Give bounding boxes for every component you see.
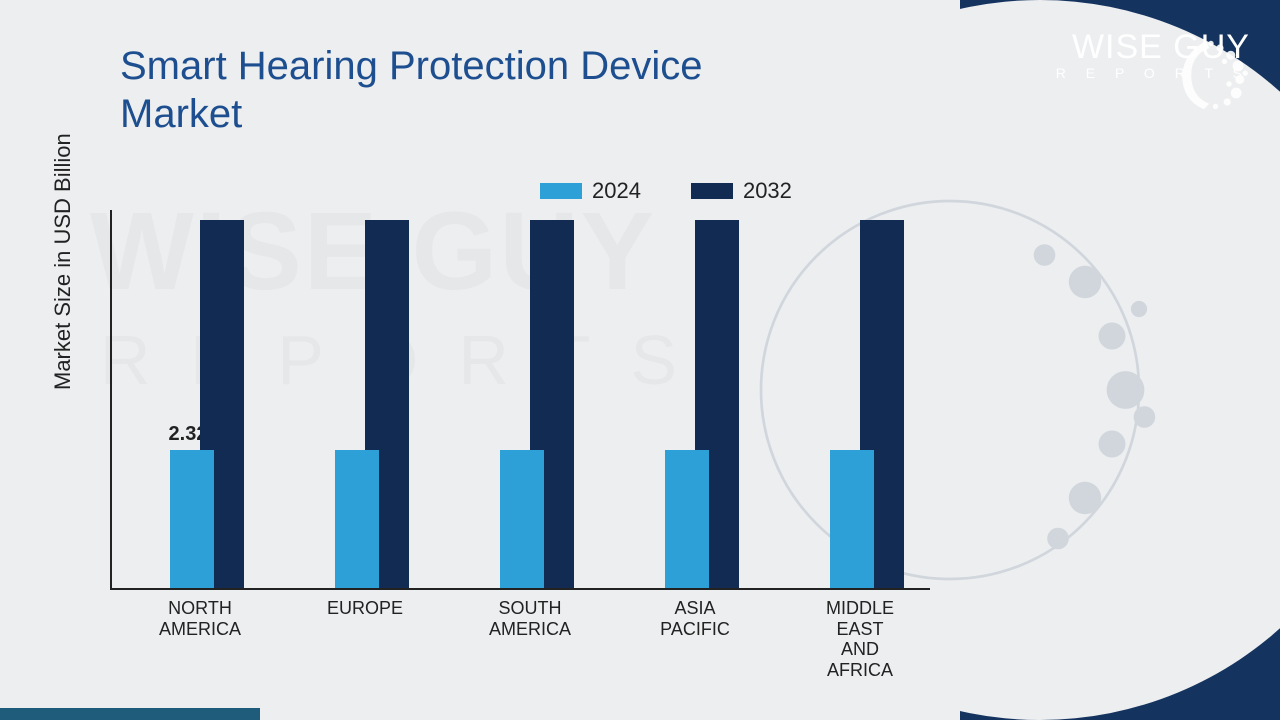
bar xyxy=(170,450,214,588)
category-label: EUROPE xyxy=(295,598,435,619)
legend-swatch xyxy=(691,183,733,199)
legend-swatch xyxy=(540,183,582,199)
category-label: ASIAPACIFIC xyxy=(625,598,765,639)
y-axis: Market Size in USD Billion xyxy=(60,180,80,600)
legend-label: 2032 xyxy=(743,178,792,204)
plot-area: 2.32 xyxy=(110,210,930,590)
legend-item: 2032 xyxy=(691,178,792,204)
legend-item: 2024 xyxy=(540,178,641,204)
y-axis-label: Market Size in USD Billion xyxy=(50,133,76,390)
bar xyxy=(500,450,544,588)
stage: WISE GUY REPORTS Smart Hearing Protectio… xyxy=(0,0,1280,720)
category-label: MIDDLEEASTANDAFRICA xyxy=(790,598,930,681)
footer-bar xyxy=(0,708,260,720)
chart-title: Smart Hearing Protection Device Market xyxy=(120,42,820,138)
category-label: SOUTHAMERICA xyxy=(460,598,600,639)
brand-logo: WISE GUY R E P O R T S xyxy=(1056,28,1250,81)
logo-head-icon xyxy=(1166,30,1256,120)
bar xyxy=(665,450,709,588)
legend-label: 2024 xyxy=(592,178,641,204)
bar xyxy=(830,450,874,588)
category-label: NORTHAMERICA xyxy=(130,598,270,639)
legend: 2024 2032 xyxy=(540,178,792,204)
bar xyxy=(335,450,379,588)
